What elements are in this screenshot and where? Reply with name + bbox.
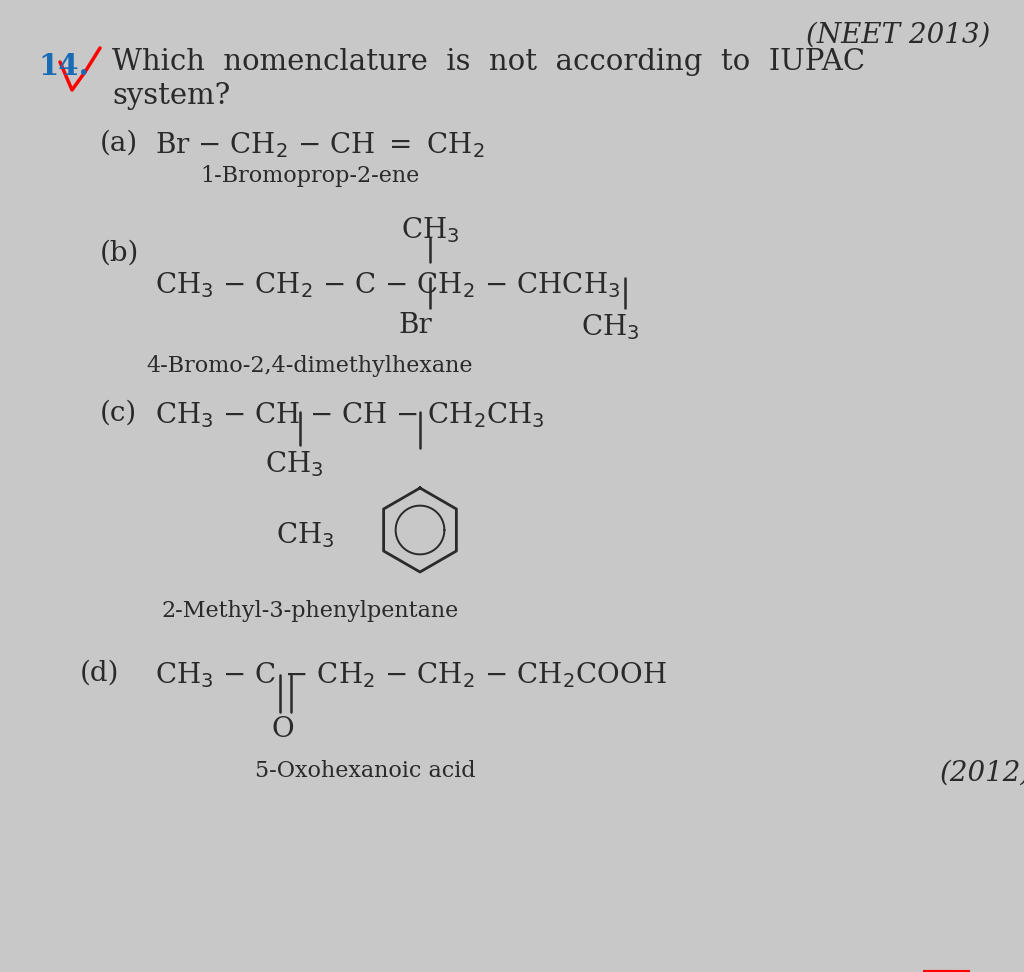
Text: (c): (c) (100, 400, 137, 427)
Text: CH$_3$ $-$ C $-$ CH$_2$ $-$ CH$_2$ $-$ CH$_2$COOH: CH$_3$ $-$ C $-$ CH$_2$ $-$ CH$_2$ $-$ C… (155, 660, 667, 690)
Text: CH$_3$ $-$ CH$_2$ $-$ C $-$ CH$_2$ $-$ CHCH$_3$: CH$_3$ $-$ CH$_2$ $-$ C $-$ CH$_2$ $-$ C… (155, 270, 621, 299)
Text: Br $-$ CH$_2$ $-$ CH $=$ CH$_2$: Br $-$ CH$_2$ $-$ CH $=$ CH$_2$ (155, 130, 484, 159)
Text: O: O (271, 716, 294, 743)
Text: 2-Methyl-3-phenylpentane: 2-Methyl-3-phenylpentane (162, 600, 459, 622)
Text: 14.: 14. (38, 52, 89, 81)
Text: (2012): (2012) (940, 760, 1024, 787)
Text: (NEET 2013): (NEET 2013) (806, 22, 990, 49)
Text: system?: system? (112, 82, 230, 110)
Text: CH$_3$: CH$_3$ (265, 449, 324, 479)
Text: CH$_3$: CH$_3$ (400, 215, 460, 245)
Text: 4-Bromo-2,4-dimethylhexane: 4-Bromo-2,4-dimethylhexane (146, 355, 473, 377)
Text: CH$_3$: CH$_3$ (581, 312, 639, 342)
Text: CH$_3$: CH$_3$ (276, 520, 335, 550)
Text: Which  nomenclature  is  not  according  to  IUPAC: Which nomenclature is not according to I… (112, 48, 865, 76)
Text: (d): (d) (80, 660, 120, 687)
Text: CH$_3$ $-$ CH $-$ CH $-$ CH$_2$CH$_3$: CH$_3$ $-$ CH $-$ CH $-$ CH$_2$CH$_3$ (155, 400, 545, 430)
Text: (b): (b) (100, 240, 139, 267)
Text: 1-Bromoprop-2-ene: 1-Bromoprop-2-ene (201, 165, 420, 187)
Text: 5-Oxohexanoic acid: 5-Oxohexanoic acid (255, 760, 475, 782)
Text: Br: Br (398, 312, 432, 339)
Text: (a): (a) (100, 130, 138, 157)
